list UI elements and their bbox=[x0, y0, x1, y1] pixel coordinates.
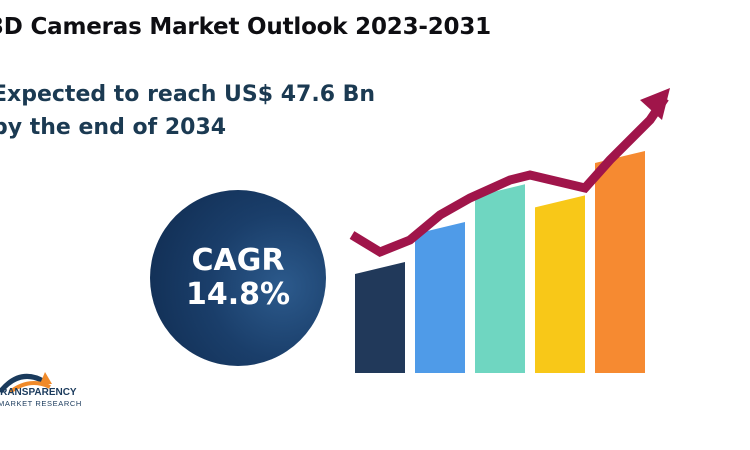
growth-bar bbox=[415, 222, 465, 373]
market-projection: Expected to reach US$ 47.6 Bn by the end… bbox=[0, 78, 375, 144]
growth-bar bbox=[475, 184, 525, 373]
cagr-value: 14.8% bbox=[185, 277, 291, 312]
growth-bar-graphic bbox=[349, 88, 670, 373]
growth-bars bbox=[355, 151, 645, 373]
cagr-circle: CAGR 14.8% bbox=[150, 190, 326, 366]
growth-trend-arrow-line bbox=[349, 95, 669, 258]
logo-name-line-1: TRANSPARENCY bbox=[0, 387, 77, 398]
projection-line-1: Expected to reach US$ 47.6 Bn bbox=[0, 82, 376, 107]
projection-line-2: by the end of 2034 bbox=[0, 115, 227, 140]
growth-bar bbox=[355, 262, 405, 373]
cagr-label: CAGR bbox=[191, 243, 285, 278]
growth-bar bbox=[595, 151, 645, 373]
page-title: 3D Cameras Market Outlook 2023-2031 bbox=[0, 14, 491, 40]
company-logo bbox=[0, 372, 52, 394]
arrow-head-icon bbox=[640, 88, 670, 120]
logo-name-line-2: MARKET RESEARCH bbox=[0, 399, 82, 408]
growth-bar bbox=[535, 195, 585, 373]
